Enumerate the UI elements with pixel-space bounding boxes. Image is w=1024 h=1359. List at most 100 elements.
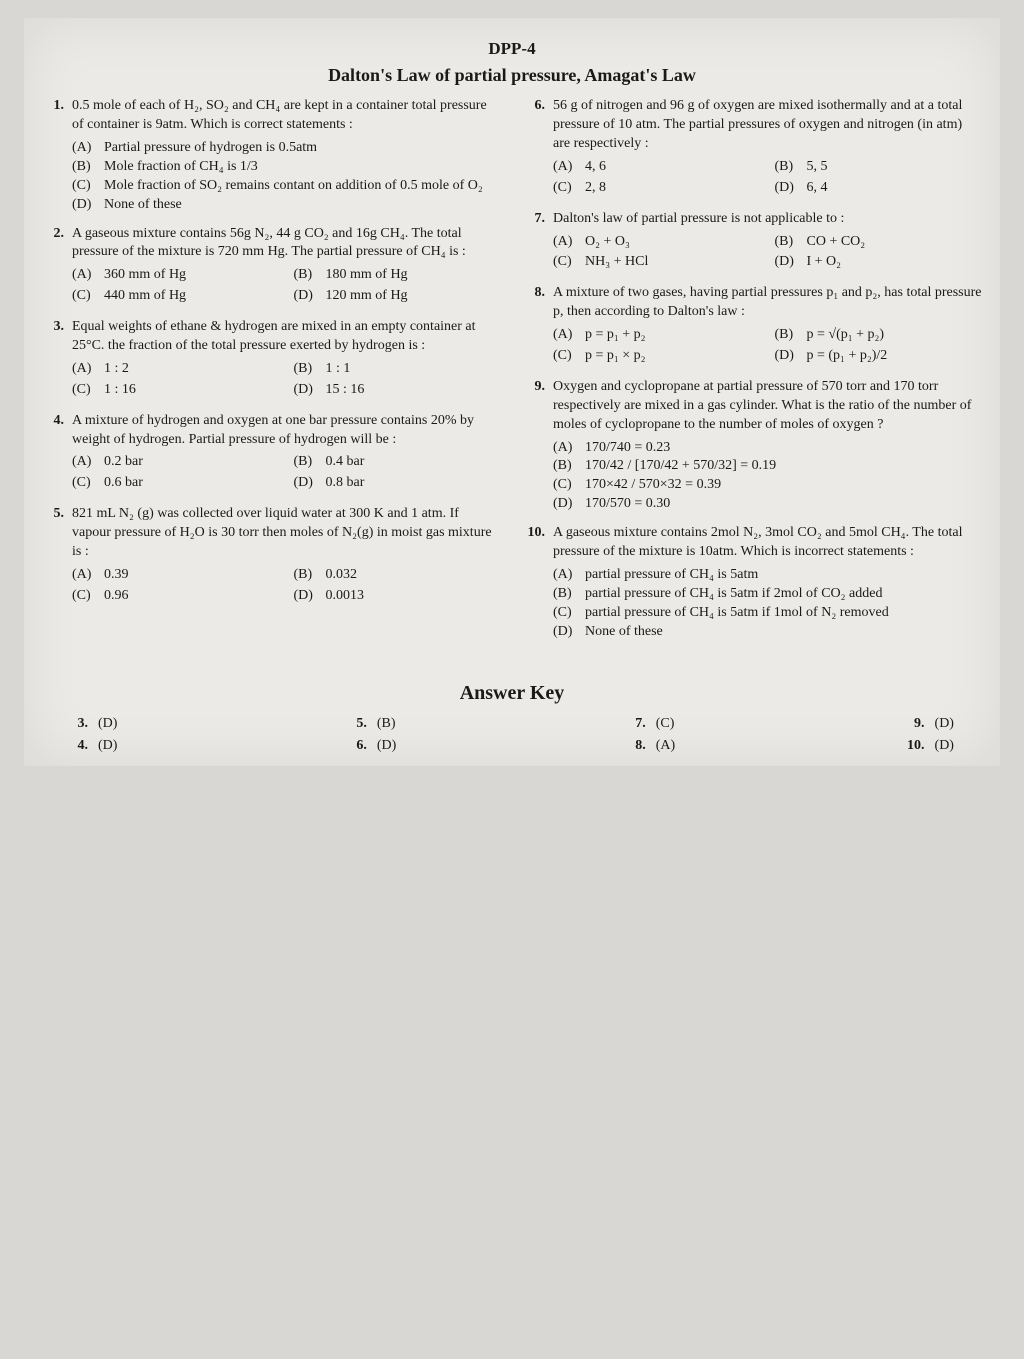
ak-ans: (D) (98, 715, 117, 734)
qbody: 821 mL N₂ (g) was collected over liquid … (72, 505, 501, 607)
ak-num: 7. (628, 715, 646, 734)
opt-text: 0.8 bar (326, 474, 365, 493)
opt-text: None of these (585, 623, 663, 642)
qbody: A mixture of hydrogen and oxygen at one … (72, 412, 501, 496)
ak-num: 4. (70, 737, 88, 756)
opt-label: (D) (553, 495, 579, 514)
qbody: 56 g of nitrogen and 96 g of oxygen are … (553, 97, 982, 199)
opt-label: (C) (72, 177, 98, 196)
ak-col: 5.(B) 6.(D) (349, 715, 396, 757)
qbody: Oxygen and cyclopropane at partial press… (553, 378, 982, 514)
opt-text: partial pressure of CH₄ is 5atm if 2mol … (585, 585, 882, 604)
question-1: 1. 0.5 mole of each of H₂, SO₂ and CH₄ a… (42, 97, 501, 214)
stem: Oxygen and cyclopropane at partial press… (553, 378, 982, 435)
opt-label: (A) (553, 566, 579, 585)
question-3: 3. Equal weights of ethane & hydrogen ar… (42, 318, 501, 402)
opt-text: 2, 8 (585, 179, 606, 198)
ak-ans: (C) (656, 715, 675, 734)
opt-text: 120 mm of Hg (326, 287, 408, 306)
opt-label: (D) (775, 347, 801, 366)
ak-ans: (D) (935, 737, 954, 756)
ak-num: 10. (907, 737, 925, 756)
opt-label: (B) (553, 457, 579, 476)
opt-text: p = p₁ + p₂ (585, 326, 646, 345)
qnum: 9. (523, 378, 545, 514)
opt-text: I + O₂ (807, 253, 842, 272)
opt-label: (A) (72, 453, 98, 472)
opt-text: p = √(p₁ + p₂) (807, 326, 885, 345)
opt-label: (C) (72, 381, 98, 400)
opt-text: 5, 5 (807, 158, 828, 177)
answer-key-title: Answer Key (42, 680, 982, 707)
ak-num: 6. (349, 737, 367, 756)
ak-num: 3. (70, 715, 88, 734)
qbody: Dalton's law of partial pressure is not … (553, 210, 982, 275)
qnum: 10. (523, 524, 545, 641)
opt-label: (C) (553, 476, 579, 495)
opt-label: (A) (553, 439, 579, 458)
stem: 0.5 mole of each of H₂, SO₂ and CH₄ are … (72, 97, 501, 135)
sheet-title: Dalton's Law of partial pressure, Amagat… (42, 63, 982, 87)
opt-label: (A) (72, 360, 98, 379)
opt-text: 170/42 / [170/42 + 570/32] = 0.19 (585, 457, 776, 476)
ak-ans: (A) (656, 737, 675, 756)
opt-label: (B) (775, 158, 801, 177)
opt-text: NH₃ + HCl (585, 253, 648, 272)
question-10: 10. A gaseous mixture contains 2mol N₂, … (523, 524, 982, 641)
opt-text: 15 : 16 (326, 381, 365, 400)
opt-text: 0.032 (326, 566, 358, 585)
ak-ans: (D) (377, 737, 396, 756)
opt-label: (D) (294, 287, 320, 306)
question-columns: 1. 0.5 mole of each of H₂, SO₂ and CH₄ a… (42, 97, 982, 651)
ak-num: 9. (907, 715, 925, 734)
opt-text: p = (p₁ + p₂)/2 (807, 347, 888, 366)
worksheet-page: DPP-4 Dalton's Law of partial pressure, … (24, 18, 1000, 766)
opt-text: 180 mm of Hg (326, 266, 408, 285)
question-5: 5. 821 mL N₂ (g) was collected over liqu… (42, 505, 501, 607)
question-2: 2. A gaseous mixture contains 56g N₂, 44… (42, 225, 501, 309)
qnum: 2. (42, 225, 64, 309)
opt-label: (C) (553, 604, 579, 623)
stem: A gaseous mixture contains 56g N₂, 44 g … (72, 225, 501, 263)
opt-label: (D) (775, 253, 801, 272)
opt-label: (A) (553, 233, 579, 252)
opt-text: 0.2 bar (104, 453, 143, 472)
answer-key-grid: 3.(D) 4.(D) 5.(B) 6.(D) 7.(C) 8.(A) 9.(D… (42, 715, 982, 757)
opt-text: partial pressure of CH₄ is 5atm (585, 566, 758, 585)
opt-label: (B) (294, 360, 320, 379)
opt-label: (B) (553, 585, 579, 604)
ak-num: 8. (628, 737, 646, 756)
opt-text: None of these (104, 196, 182, 215)
ak-ans: (D) (98, 737, 117, 756)
opt-text: O₂ + O₃ (585, 233, 630, 252)
opt-text: 4, 6 (585, 158, 606, 177)
question-7: 7. Dalton's law of partial pressure is n… (523, 210, 982, 275)
opt-text: 1 : 1 (326, 360, 351, 379)
dpp-label: DPP-4 (42, 38, 982, 61)
ak-col: 3. (D) 4. (D) (70, 715, 117, 757)
answer-key-section: Answer Key 3.(D) 4.(D) 5.(B) 6.(D) 7.(C)… (42, 680, 982, 757)
stem: 56 g of nitrogen and 96 g of oxygen are … (553, 97, 982, 154)
left-column: 1. 0.5 mole of each of H₂, SO₂ and CH₄ a… (42, 97, 501, 651)
opt-label: (B) (775, 233, 801, 252)
stem: A gaseous mixture contains 2mol N₂, 3mol… (553, 524, 982, 562)
ak-col: 7. (C) 8. (A) (628, 715, 675, 757)
opt-label: (D) (294, 381, 320, 400)
opt-label: (B) (294, 266, 320, 285)
opt-label: (C) (553, 253, 579, 272)
opt-text: partial pressure of CH₄ is 5atm if 1mol … (585, 604, 889, 623)
stem: A mixture of hydrogen and oxygen at one … (72, 412, 501, 450)
opt-label: (D) (294, 587, 320, 606)
opt-label: (A) (553, 326, 579, 345)
opt-text: 440 mm of Hg (104, 287, 186, 306)
qnum: 6. (523, 97, 545, 199)
opt-text: 0.6 bar (104, 474, 143, 493)
opt-label: (D) (775, 179, 801, 198)
opt-text: 0.0013 (326, 587, 365, 606)
opt-label: (A) (72, 266, 98, 285)
opt-text: CO + CO₂ (807, 233, 866, 252)
opt-label: (A) (553, 158, 579, 177)
opt-text: p = p₁ × p₂ (585, 347, 646, 366)
qnum: 3. (42, 318, 64, 402)
right-column: 6. 56 g of nitrogen and 96 g of oxygen a… (523, 97, 982, 651)
